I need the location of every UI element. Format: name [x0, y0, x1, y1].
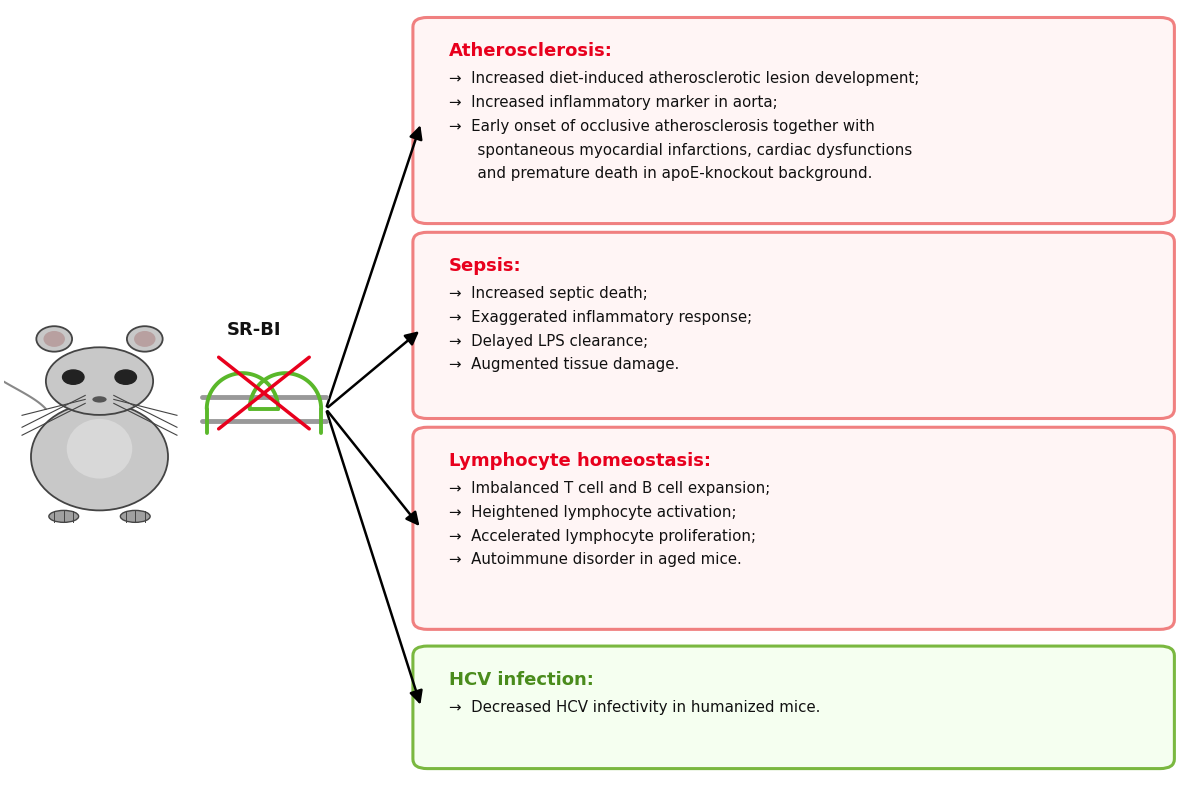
Text: →  Autoimmune disorder in aged mice.: → Autoimmune disorder in aged mice. [449, 552, 742, 567]
Text: Sepsis:: Sepsis: [449, 257, 521, 275]
Text: HCV infection:: HCV infection: [449, 670, 594, 688]
Text: and premature death in apoE-knockout background.: and premature death in apoE-knockout bac… [449, 166, 872, 181]
Circle shape [115, 370, 137, 385]
Text: →  Exaggerated inflammatory response;: → Exaggerated inflammatory response; [449, 309, 751, 324]
Ellipse shape [67, 419, 132, 479]
Circle shape [62, 370, 84, 385]
FancyBboxPatch shape [413, 233, 1175, 419]
Ellipse shape [92, 397, 107, 403]
Text: Lymphocyte homeostasis:: Lymphocyte homeostasis: [449, 451, 710, 470]
Text: →  Decreased HCV infectivity in humanized mice.: → Decreased HCV infectivity in humanized… [449, 699, 820, 714]
Ellipse shape [46, 348, 154, 415]
Text: →  Accelerated lymphocyte proliferation;: → Accelerated lymphocyte proliferation; [449, 528, 756, 543]
FancyBboxPatch shape [413, 646, 1175, 768]
Text: SR-BI: SR-BI [227, 321, 282, 339]
Text: →  Heightened lymphocyte activation;: → Heightened lymphocyte activation; [449, 504, 736, 519]
Text: →  Imbalanced T cell and B cell expansion;: → Imbalanced T cell and B cell expansion… [449, 480, 770, 495]
Text: →  Delayed LPS clearance;: → Delayed LPS clearance; [449, 333, 648, 349]
Ellipse shape [36, 327, 72, 353]
FancyBboxPatch shape [413, 18, 1175, 224]
Text: →  Increased septic death;: → Increased septic death; [449, 286, 648, 300]
Text: →  Augmented tissue damage.: → Augmented tissue damage. [449, 357, 679, 372]
Ellipse shape [120, 511, 150, 523]
FancyBboxPatch shape [413, 428, 1175, 630]
Text: spontaneous myocardial infarctions, cardiac dysfunctions: spontaneous myocardial infarctions, card… [449, 142, 912, 157]
Ellipse shape [49, 511, 79, 523]
Text: Atherosclerosis:: Atherosclerosis: [449, 43, 612, 60]
Ellipse shape [127, 327, 163, 353]
Text: →  Early onset of occlusive atherosclerosis together with: → Early onset of occlusive atheroscleros… [449, 119, 875, 133]
Text: →  Increased diet-induced atherosclerotic lesion development;: → Increased diet-induced atherosclerotic… [449, 71, 919, 86]
Ellipse shape [43, 332, 65, 348]
Ellipse shape [134, 332, 156, 348]
Ellipse shape [31, 403, 168, 511]
Text: →  Increased inflammatory marker in aorta;: → Increased inflammatory marker in aorta… [449, 95, 778, 110]
